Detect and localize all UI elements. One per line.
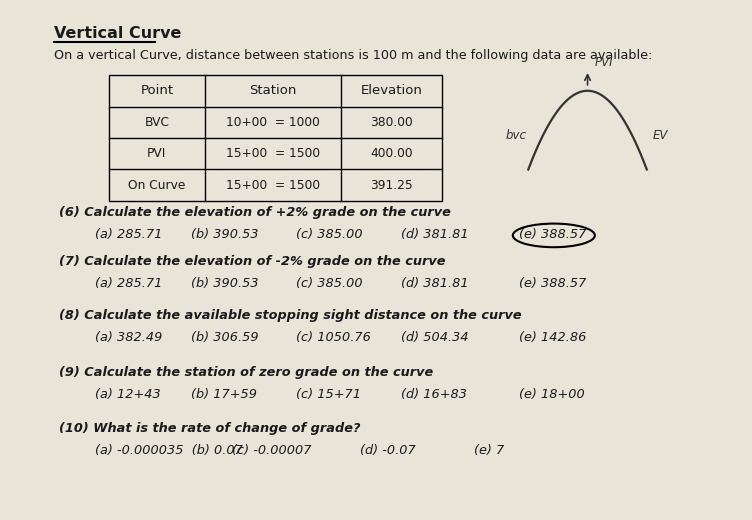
Text: (a) -0.000035  (b) 0.07: (a) -0.000035 (b) 0.07 — [96, 444, 243, 457]
Text: (c) -0.00007: (c) -0.00007 — [232, 444, 311, 457]
Text: (d) 504.34: (d) 504.34 — [401, 331, 468, 344]
Text: 10+00  = 1000: 10+00 = 1000 — [226, 116, 320, 129]
Text: (c) 1050.76: (c) 1050.76 — [296, 331, 371, 344]
Text: 391.25: 391.25 — [370, 179, 413, 192]
Text: (10) What is the rate of change of grade?: (10) What is the rate of change of grade… — [59, 422, 360, 435]
Text: (a) 382.49: (a) 382.49 — [96, 331, 162, 344]
Text: (d) -0.07: (d) -0.07 — [359, 444, 415, 457]
Text: Point: Point — [141, 84, 174, 97]
Text: (d) 381.81: (d) 381.81 — [401, 277, 468, 290]
Text: (c) 385.00: (c) 385.00 — [296, 228, 362, 241]
Text: (c) 385.00: (c) 385.00 — [296, 277, 362, 290]
Text: 400.00: 400.00 — [370, 147, 413, 160]
Text: Vertical Curve: Vertical Curve — [54, 26, 182, 41]
Text: (e) 388.57: (e) 388.57 — [519, 277, 587, 290]
Text: (b) 306.59: (b) 306.59 — [191, 331, 259, 344]
Text: 15+00  = 1500: 15+00 = 1500 — [226, 179, 320, 192]
Text: (e) 18+00: (e) 18+00 — [519, 388, 585, 401]
Text: (8) Calculate the available stopping sight distance on the curve: (8) Calculate the available stopping sig… — [59, 309, 521, 322]
Bar — [109, 75, 441, 201]
Text: On Curve: On Curve — [128, 179, 186, 192]
Text: On a vertical Curve, distance between stations is 100 m and the following data a: On a vertical Curve, distance between st… — [54, 49, 653, 62]
Text: (a) 285.71: (a) 285.71 — [96, 277, 162, 290]
Text: (c) 15+71: (c) 15+71 — [296, 388, 361, 401]
Text: (9) Calculate the station of zero grade on the curve: (9) Calculate the station of zero grade … — [59, 366, 433, 379]
Text: (b) 17+59: (b) 17+59 — [191, 388, 257, 401]
Text: (7) Calculate the elevation of -2% grade on the curve: (7) Calculate the elevation of -2% grade… — [59, 255, 445, 268]
Text: (6) Calculate the elevation of +2% grade on the curve: (6) Calculate the elevation of +2% grade… — [59, 206, 450, 219]
Text: (a) 285.71: (a) 285.71 — [96, 228, 162, 241]
Text: 15+00  = 1500: 15+00 = 1500 — [226, 147, 320, 160]
Text: BVC: BVC — [144, 116, 169, 129]
Text: (d) 16+83: (d) 16+83 — [401, 388, 467, 401]
Text: PVI: PVI — [147, 147, 166, 160]
Text: bvc: bvc — [505, 128, 526, 141]
Text: (a) 12+43: (a) 12+43 — [96, 388, 161, 401]
Text: (b) 390.53: (b) 390.53 — [191, 228, 259, 241]
Text: Elevation: Elevation — [361, 84, 423, 97]
Text: (b) 390.53: (b) 390.53 — [191, 277, 259, 290]
Text: 380.00: 380.00 — [370, 116, 413, 129]
Text: Station: Station — [250, 84, 297, 97]
Text: (e) 7: (e) 7 — [474, 444, 504, 457]
Text: EV: EV — [653, 128, 669, 141]
Text: (d) 381.81: (d) 381.81 — [401, 228, 468, 241]
Text: (e) 388.57: (e) 388.57 — [519, 228, 587, 241]
Text: PVI: PVI — [595, 56, 614, 69]
Text: (e) 142.86: (e) 142.86 — [519, 331, 587, 344]
